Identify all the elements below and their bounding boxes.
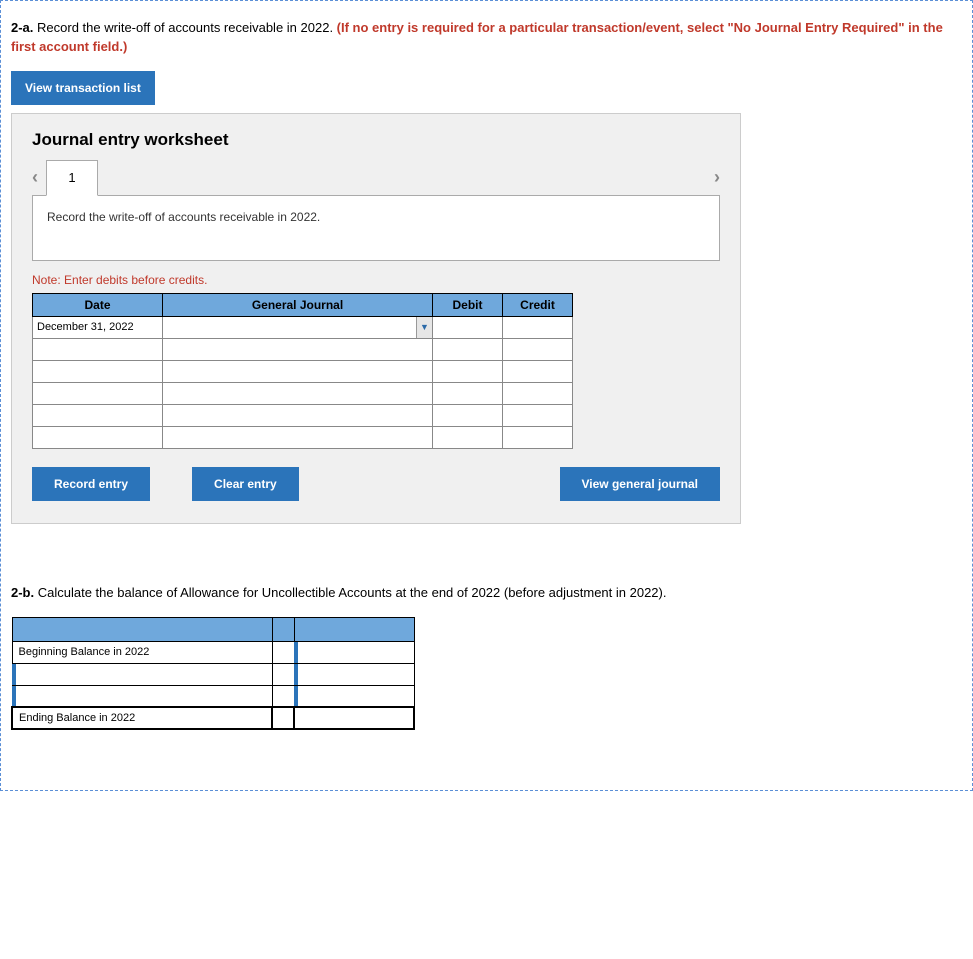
q2b-text: Calculate the balance of Allowance for U… <box>34 585 666 600</box>
input-marker-icon <box>12 686 16 707</box>
header-date: Date <box>33 293 163 316</box>
cell-debit-2[interactable] <box>433 338 503 360</box>
balance-row-2-amount[interactable] <box>294 663 414 685</box>
input-marker-icon <box>294 642 298 663</box>
page-container: 2-a. Record the write-off of accounts re… <box>0 0 973 791</box>
balance-header-1 <box>12 617 272 641</box>
cell-date-1[interactable]: December 31, 2022 <box>33 316 163 338</box>
cell-account-5[interactable] <box>163 404 433 426</box>
cell-account-1[interactable]: ▼ <box>163 316 433 338</box>
balance-row-2-mid[interactable] <box>272 663 294 685</box>
q2a-black: Record the write-off of accounts receiva… <box>33 20 336 35</box>
cell-date-2[interactable] <box>33 338 163 360</box>
cell-debit-1[interactable] <box>433 316 503 338</box>
cell-credit-5[interactable] <box>503 404 573 426</box>
cell-credit-2[interactable] <box>503 338 573 360</box>
chevron-right-icon[interactable]: › <box>714 167 720 196</box>
transaction-prompt: Record the write-off of accounts receiva… <box>32 195 720 261</box>
input-marker-icon <box>294 664 298 685</box>
cell-debit-6[interactable] <box>433 426 503 448</box>
balance-table: Beginning Balance in 2022 Ending Balance… <box>11 617 415 731</box>
cell-credit-4[interactable] <box>503 382 573 404</box>
cell-date-6[interactable] <box>33 426 163 448</box>
view-general-journal-button[interactable]: View general journal <box>560 467 720 501</box>
balance-row-3-amount[interactable] <box>294 685 414 707</box>
balance-header-2 <box>272 617 294 641</box>
balance-row-beginning-amount[interactable] <box>294 641 414 663</box>
record-entry-button[interactable]: Record entry <box>32 467 150 501</box>
balance-header-3 <box>294 617 414 641</box>
view-transaction-list-button[interactable]: View transaction list <box>11 71 155 105</box>
balance-row-3-mid[interactable] <box>272 685 294 707</box>
question-2a-text: 2-a. Record the write-off of accounts re… <box>11 19 962 57</box>
header-debit: Debit <box>433 293 503 316</box>
cell-debit-5[interactable] <box>433 404 503 426</box>
worksheet-button-row: Record entry Clear entry View general jo… <box>32 467 720 501</box>
q2a-prefix: 2-a. <box>11 20 33 35</box>
cell-date-5[interactable] <box>33 404 163 426</box>
chevron-left-icon[interactable]: ‹ <box>32 167 38 196</box>
journal-worksheet-panel: Journal entry worksheet ‹ 1 › Record the… <box>11 113 741 524</box>
header-credit: Credit <box>503 293 573 316</box>
balance-row-ending-amount[interactable] <box>294 707 414 729</box>
cell-credit-1[interactable] <box>503 316 573 338</box>
cell-account-4[interactable] <box>163 382 433 404</box>
balance-row-ending-mid[interactable] <box>272 707 294 729</box>
journal-entry-table: Date General Journal Debit Credit Decemb… <box>32 293 573 449</box>
worksheet-tab-1[interactable]: 1 <box>46 160 98 196</box>
worksheet-nav: ‹ 1 › <box>32 160 720 196</box>
dropdown-icon[interactable]: ▼ <box>416 317 432 338</box>
cell-date-3[interactable] <box>33 360 163 382</box>
balance-row-3-label[interactable] <box>12 685 272 707</box>
cell-account-3[interactable] <box>163 360 433 382</box>
input-marker-icon <box>12 664 16 685</box>
cell-debit-3[interactable] <box>433 360 503 382</box>
clear-entry-button[interactable]: Clear entry <box>192 467 299 501</box>
debits-before-credits-note: Note: Enter debits before credits. <box>32 273 720 287</box>
balance-row-beginning-label: Beginning Balance in 2022 <box>12 641 272 663</box>
worksheet-title: Journal entry worksheet <box>32 130 720 150</box>
question-2b-section: 2-b. Calculate the balance of Allowance … <box>11 584 962 730</box>
input-marker-icon <box>294 686 298 707</box>
cell-credit-6[interactable] <box>503 426 573 448</box>
cell-debit-4[interactable] <box>433 382 503 404</box>
balance-row-2-label[interactable] <box>12 663 272 685</box>
cell-date-4[interactable] <box>33 382 163 404</box>
cell-account-2[interactable] <box>163 338 433 360</box>
header-general-journal: General Journal <box>163 293 433 316</box>
cell-account-6[interactable] <box>163 426 433 448</box>
balance-row-ending-label: Ending Balance in 2022 <box>12 707 272 729</box>
balance-row-beginning-mid[interactable] <box>272 641 294 663</box>
q2b-prefix: 2-b. <box>11 585 34 600</box>
cell-credit-3[interactable] <box>503 360 573 382</box>
question-2b-text: 2-b. Calculate the balance of Allowance … <box>11 584 962 603</box>
